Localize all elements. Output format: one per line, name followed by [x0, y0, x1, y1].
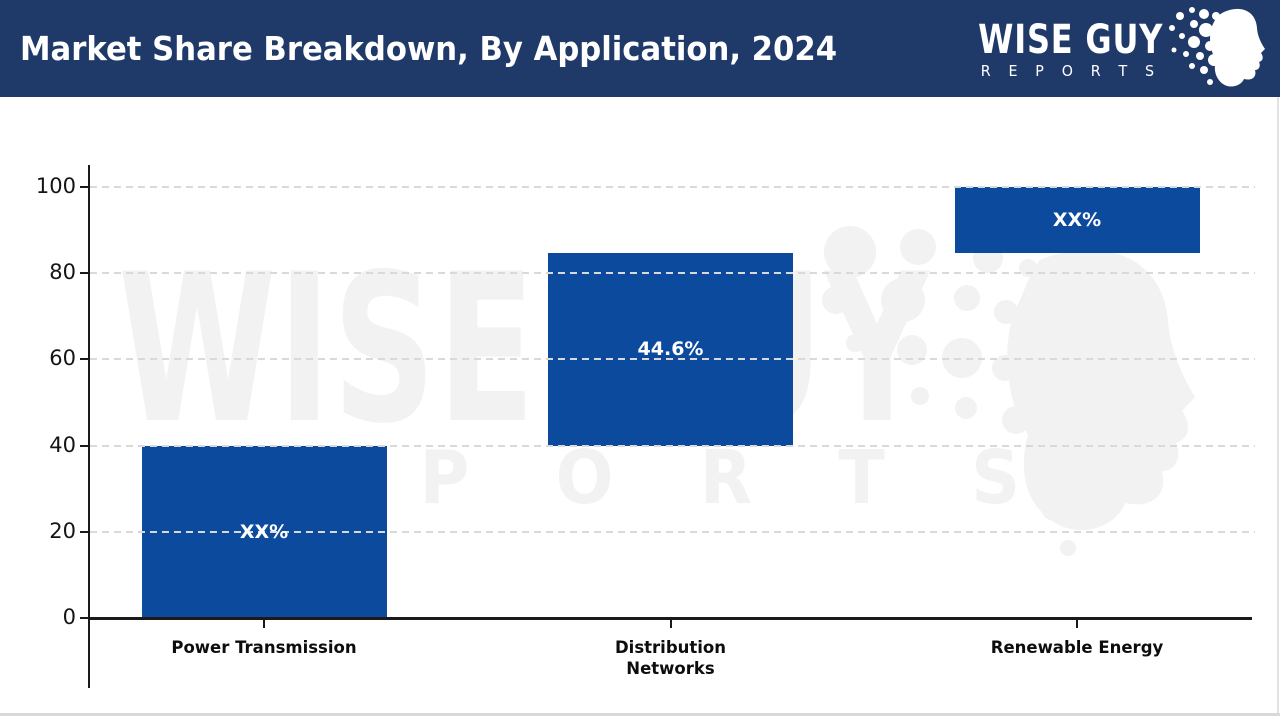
bar-chart: 0 20 40 60 80 100 XX% 44.6% XX% Power Transmissio… [0, 97, 1280, 720]
x-tick-mark [1076, 620, 1078, 628]
header-bar: Market Share Breakdown, By Application, … [0, 0, 1280, 97]
y-tick-mark-100 [80, 186, 88, 188]
page-title: Market Share Breakdown, By Application, … [20, 29, 838, 68]
x-category-label: Distribution Networks [614, 638, 727, 678]
logo-wordmark-line2: R E P O R T S [980, 61, 1161, 80]
bottom-border [0, 713, 1280, 716]
logo-face-icon [1169, 6, 1265, 86]
gridline-80 [90, 272, 1255, 275]
y-tick-mark-20 [80, 530, 88, 533]
bar-value-label: XX% [239, 520, 289, 543]
x-category-label: Renewable Energy [990, 638, 1164, 657]
y-tick-mark-60 [80, 358, 88, 361]
bar-renewable-energy [954, 187, 1200, 254]
y-tick-label-20: 20 [49, 518, 76, 543]
y-tick-mark-40 [80, 444, 88, 447]
y-tick-label-100: 100 [35, 174, 76, 198]
y-tick-mark-0 [80, 617, 88, 619]
x-tick-mark [669, 620, 672, 628]
x-category-label: Power Transmission [171, 638, 357, 657]
gridline-100 [90, 186, 1255, 188]
y-tick-label-80: 80 [49, 260, 76, 285]
y-tick-mark-80 [80, 272, 88, 275]
gridline-60 [90, 358, 1255, 361]
y-tick-label-0: 0 [62, 605, 76, 629]
wise-guy-logo: WISE GUY R E P O R T S [955, 0, 1268, 97]
gridline-40 [90, 444, 1255, 447]
gridline-20 [90, 530, 1255, 533]
logo-wordmark-line1: WISE GUY [977, 16, 1163, 63]
bar-value-label: 44.6% [637, 338, 704, 361]
x-tick-mark [263, 620, 265, 628]
right-border [1277, 97, 1279, 713]
logo-wordmark: WISE GUY R E P O R T S [955, 20, 1186, 80]
y-tick-label-60: 60 [49, 346, 76, 371]
y-axis-line [88, 165, 90, 688]
y-tick-label-40: 40 [49, 432, 76, 457]
bar-distribution-networks [548, 253, 793, 446]
x-axis-line [88, 617, 1252, 620]
bar-value-label: XX% [1052, 209, 1102, 232]
